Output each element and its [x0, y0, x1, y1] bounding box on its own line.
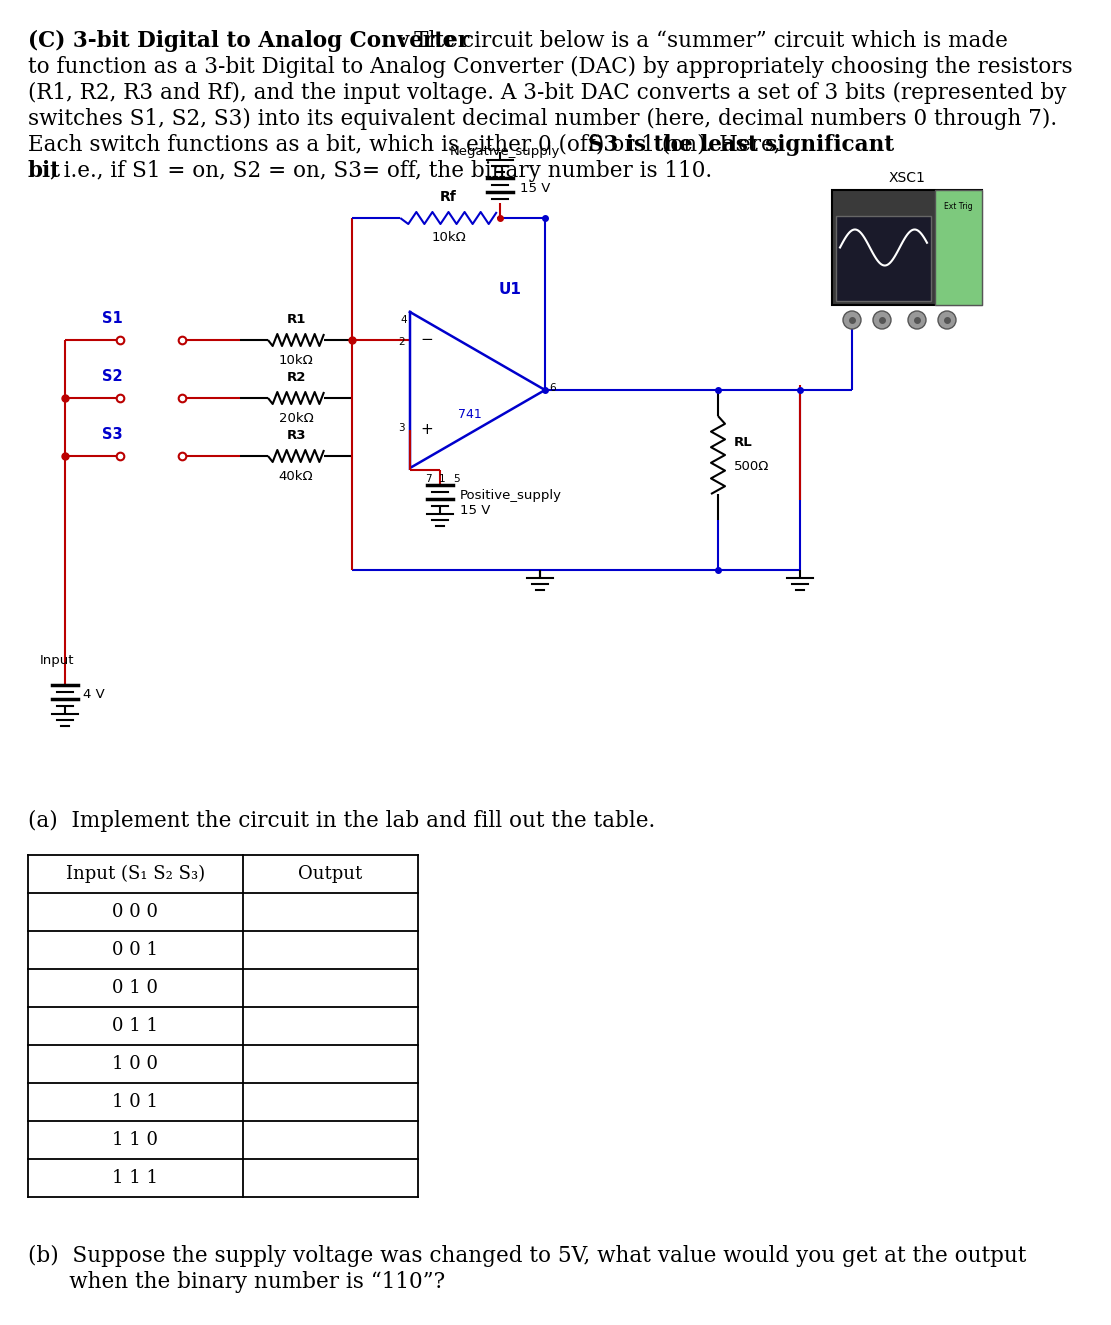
Text: 40kΩ: 40kΩ — [279, 470, 313, 484]
Text: (a)  Implement the circuit in the lab and fill out the table.: (a) Implement the circuit in the lab and… — [28, 810, 655, 832]
Text: (C) 3-bit Digital to Analog Converter: (C) 3-bit Digital to Analog Converter — [28, 30, 469, 52]
Bar — [835, 216, 931, 301]
Text: 4: 4 — [400, 315, 407, 325]
Text: 15 V: 15 V — [520, 182, 550, 195]
Text: 0 0 1: 0 0 1 — [112, 941, 159, 959]
Text: 1 0 0: 1 0 0 — [112, 1055, 159, 1073]
Text: 15 V: 15 V — [460, 504, 490, 517]
Text: bit: bit — [28, 160, 61, 182]
Text: 1 1 1: 1 1 1 — [112, 1169, 159, 1187]
Circle shape — [908, 311, 925, 329]
Text: 6: 6 — [549, 383, 556, 394]
Text: 4 V: 4 V — [83, 689, 104, 701]
Text: Input: Input — [40, 655, 74, 666]
Text: 10kΩ: 10kΩ — [279, 354, 313, 367]
Text: R2: R2 — [287, 371, 306, 384]
Text: 741: 741 — [458, 408, 482, 421]
Text: switches S1, S2, S3) into its equivalent decimal number (here, decimal numbers 0: switches S1, S2, S3) into its equivalent… — [28, 109, 1058, 130]
Bar — [832, 189, 982, 305]
Text: (b)  Suppose the supply voltage was changed to 5V, what value would you get at t: (b) Suppose the supply voltage was chang… — [28, 1246, 1027, 1267]
Text: 1: 1 — [439, 474, 446, 484]
Circle shape — [843, 311, 861, 329]
Text: S3 is the least significant: S3 is the least significant — [588, 134, 894, 156]
Text: +: + — [420, 423, 433, 437]
Text: , i.e., if S1 = on, S2 = on, S3= off, the binary number is 110.: , i.e., if S1 = on, S2 = on, S3= off, th… — [50, 160, 712, 182]
Text: 0 1 1: 0 1 1 — [112, 1018, 159, 1035]
Text: Negative_supply: Negative_supply — [450, 144, 560, 158]
Text: U1: U1 — [499, 282, 521, 297]
Text: 20kΩ: 20kΩ — [279, 412, 313, 425]
Text: R1: R1 — [287, 313, 306, 326]
Text: : The circuit below is a “summer” circuit which is made: : The circuit below is a “summer” circui… — [400, 30, 1008, 52]
Text: (R1, R2, R3 and Rf), and the input voltage. A 3-bit DAC converts a set of 3 bits: (R1, R2, R3 and Rf), and the input volta… — [28, 82, 1067, 105]
Bar — [935, 189, 982, 305]
Text: 3: 3 — [399, 423, 406, 433]
Text: Ext Trig: Ext Trig — [944, 201, 973, 211]
Text: S3: S3 — [102, 427, 122, 443]
Text: Input (S₁ S₂ S₃): Input (S₁ S₂ S₃) — [66, 865, 206, 884]
Text: 0 0 0: 0 0 0 — [112, 904, 159, 921]
Text: −: − — [420, 333, 433, 347]
Text: RL: RL — [734, 436, 753, 449]
Circle shape — [873, 311, 891, 329]
Text: 2: 2 — [399, 337, 406, 347]
Text: 5: 5 — [452, 474, 459, 484]
Text: Output: Output — [299, 865, 362, 882]
Text: S1: S1 — [101, 311, 122, 326]
Text: S2: S2 — [102, 368, 122, 384]
Text: 0 1 0: 0 1 0 — [112, 979, 159, 996]
Text: R3: R3 — [287, 429, 306, 443]
Text: when the binary number is “110”?: when the binary number is “110”? — [28, 1271, 446, 1293]
Text: XSC1: XSC1 — [889, 171, 925, 186]
Text: 7: 7 — [424, 474, 431, 484]
Circle shape — [938, 311, 955, 329]
Text: 1 0 1: 1 0 1 — [112, 1093, 159, 1110]
Text: 500Ω: 500Ω — [734, 461, 770, 473]
Text: 10kΩ: 10kΩ — [431, 231, 466, 244]
Text: 1 1 0: 1 1 0 — [112, 1132, 159, 1149]
Text: Positive_supply: Positive_supply — [460, 489, 562, 501]
Text: Each switch functions as a bit, which is either 0 (off) or 1 (on). Here,: Each switch functions as a bit, which is… — [28, 134, 788, 156]
Text: Rf: Rf — [440, 189, 457, 204]
Text: to function as a 3-bit Digital to Analog Converter (DAC) by appropriately choosi: to function as a 3-bit Digital to Analog… — [28, 56, 1072, 78]
